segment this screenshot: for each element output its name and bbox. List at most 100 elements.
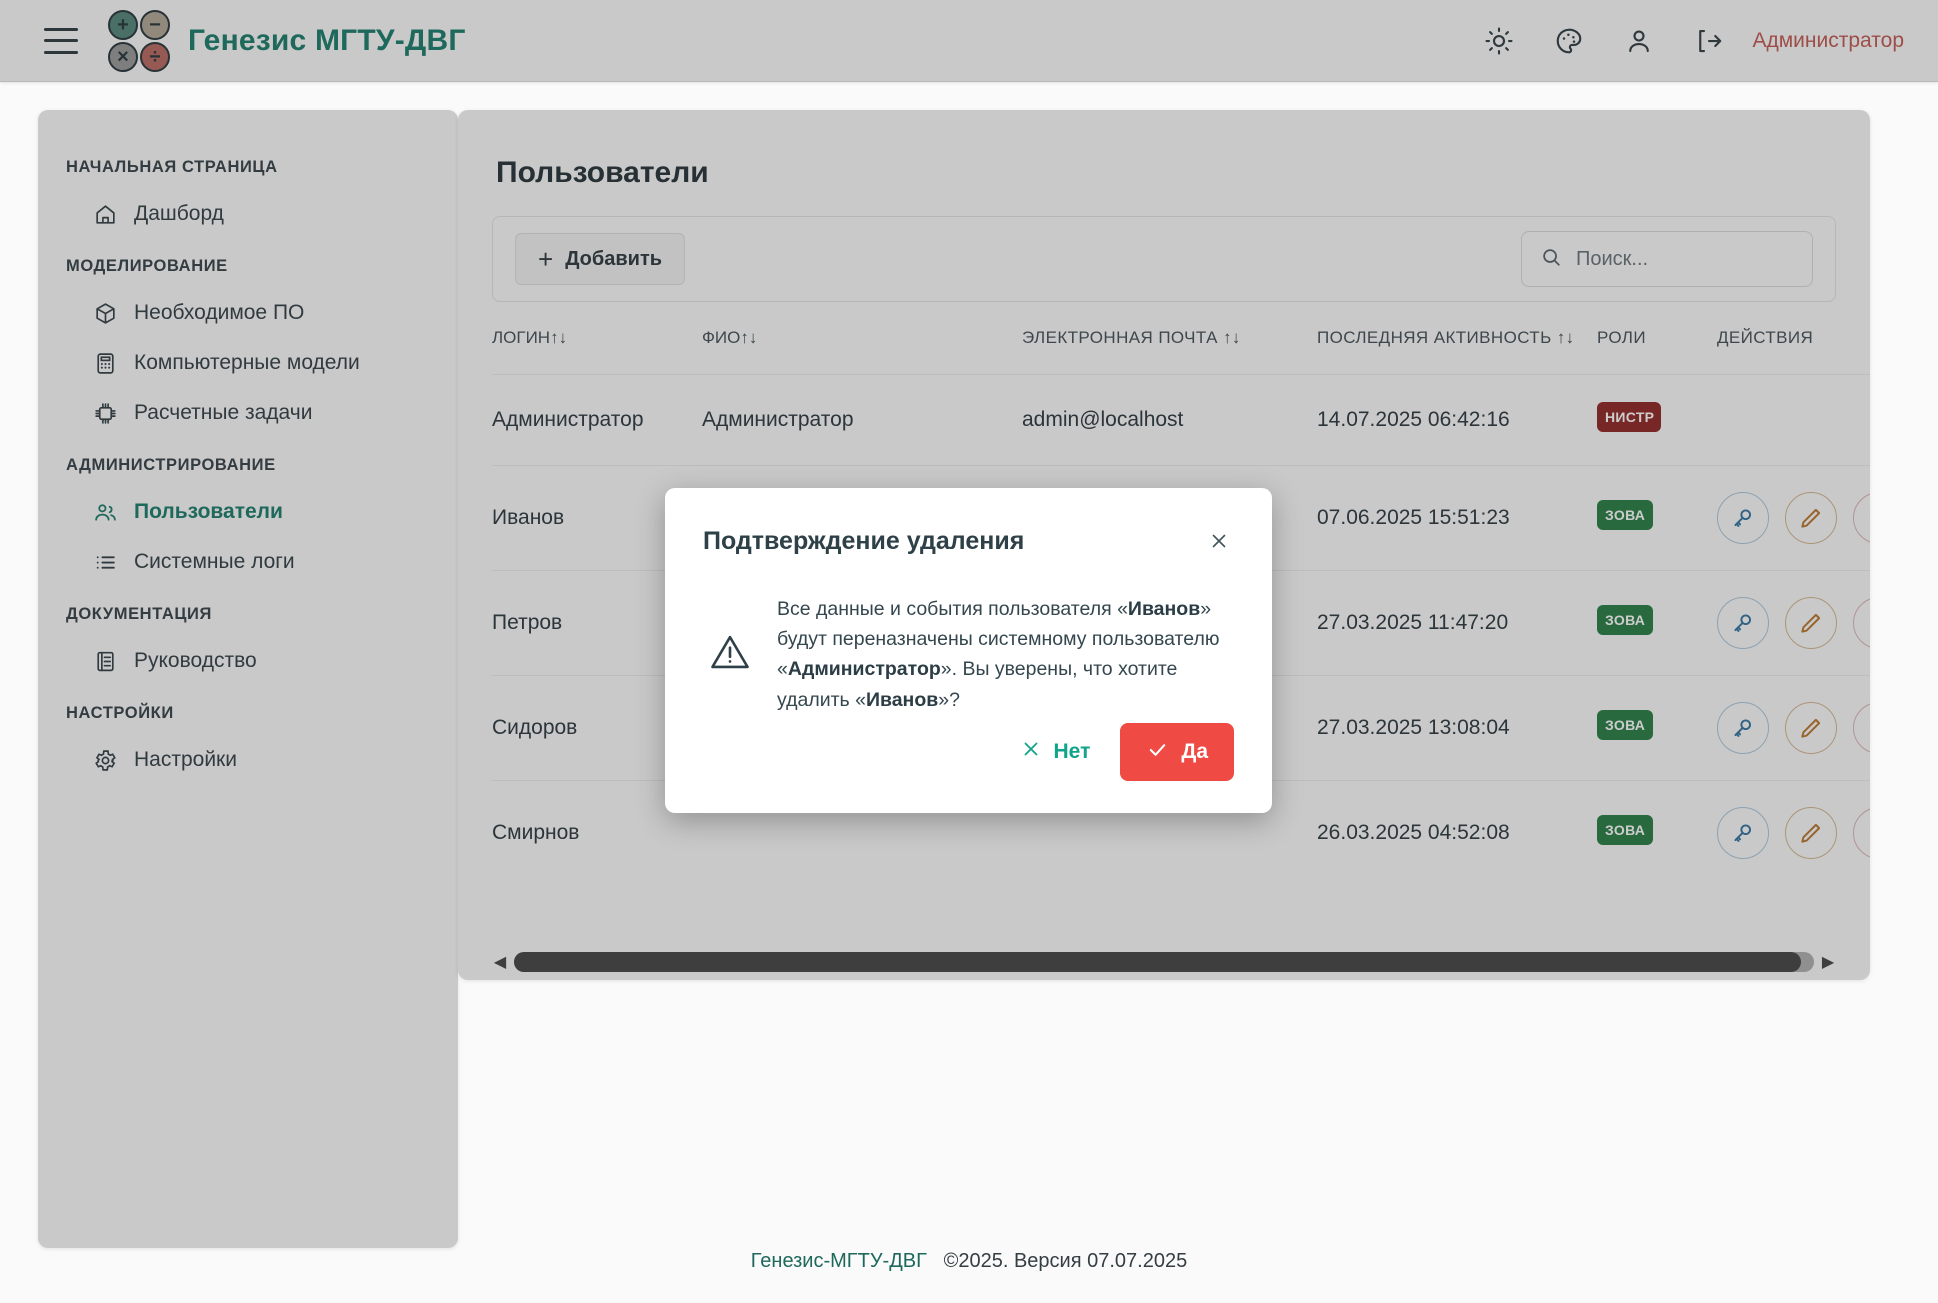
- key-icon[interactable]: [1717, 807, 1769, 859]
- cell-actions: [1717, 780, 1870, 885]
- sort-icon[interactable]: ↑↓: [1556, 328, 1575, 347]
- cell-last-activity: 14.07.2025 06:42:16: [1317, 374, 1597, 466]
- cell-actions: [1717, 465, 1870, 571]
- delete-confirmation-dialog: Подтверждение удаления Все данные и собы…: [665, 488, 1272, 813]
- th-login[interactable]: ЛОГИН↑↓: [492, 302, 702, 375]
- pencil-icon[interactable]: [1785, 597, 1837, 649]
- search-icon: [1540, 246, 1562, 273]
- hamburger-icon[interactable]: [44, 27, 78, 54]
- modal-text-part1: Все данные и события пользователя «: [777, 598, 1128, 620]
- sidebar: НАЧАЛЬНАЯ СТРАНИЦА Дашборд МОДЕЛИРОВАНИЕ…: [38, 110, 458, 1248]
- sort-icon[interactable]: ↑↓: [1223, 328, 1241, 347]
- sidebar-group-title: НАЧАЛЬНАЯ СТРАНИЦА: [66, 158, 278, 176]
- add-user-label: Добавить: [565, 247, 663, 270]
- sidebar-group-title: МОДЕЛИРОВАНИЕ: [66, 257, 228, 275]
- sidebar-group-title: АДМИНИСТРИРОВАНИЕ: [66, 456, 276, 474]
- key-icon[interactable]: [1717, 702, 1769, 754]
- gear-icon: [92, 747, 118, 773]
- status-badge: ЗОВА: [1597, 605, 1654, 635]
- logo-divide-icon: ÷: [140, 41, 170, 72]
- row-actions: [1717, 492, 1870, 544]
- cell-last-activity: 27.03.2025 11:47:20: [1317, 570, 1597, 676]
- th-email[interactable]: ЭЛЕКТРОННАЯ ПОЧТА ↑↓: [1022, 302, 1317, 375]
- sidebar-item-label: Системные логи: [134, 550, 295, 573]
- add-user-button[interactable]: + Добавить: [515, 233, 686, 285]
- sidebar-item-settings[interactable]: Настройки: [38, 735, 458, 785]
- modal-text-part2: » будут переназначены системному пользов…: [777, 598, 1220, 681]
- key-icon[interactable]: [1717, 492, 1769, 544]
- table-toolbar: + Добавить: [492, 216, 1836, 302]
- th-last-activity[interactable]: ПОСЛЕДНЯЯ АКТИВНОСТЬ ↑↓: [1317, 302, 1597, 375]
- scroll-left-arrow-icon[interactable]: ◀: [493, 954, 507, 971]
- cell-actions: [1717, 570, 1870, 676]
- current-user-label[interactable]: Администратор: [1752, 28, 1904, 52]
- status-badge: НИСТР: [1597, 402, 1661, 432]
- status-badge: ЗОВА: [1597, 815, 1654, 845]
- page-title: Пользователи: [496, 156, 709, 189]
- sidebar-item-label: Необходимое ПО: [134, 301, 305, 324]
- search-box[interactable]: [1521, 231, 1813, 287]
- x-icon: [1020, 738, 1042, 766]
- cell-last-activity: 27.03.2025 13:08:04: [1317, 675, 1597, 781]
- sidebar-item-dashboard[interactable]: Дашборд: [38, 189, 458, 239]
- pencil-icon[interactable]: [1785, 492, 1837, 544]
- th-last-activity-label: ПОСЛЕДНЯЯ АКТИВНОСТЬ: [1317, 328, 1552, 347]
- th-fio[interactable]: ФИО↑↓: [702, 302, 1022, 375]
- cancel-button[interactable]: Нет: [1012, 728, 1099, 776]
- sidebar-group-title: НАСТРОЙКИ: [66, 704, 174, 722]
- cell-login: Администратор: [492, 374, 702, 466]
- top-bar: + − × ÷ Генезис МГТУ-ДВГ: [0, 0, 1938, 82]
- scrollbar-track[interactable]: [514, 952, 1814, 972]
- close-icon[interactable]: [1204, 526, 1234, 556]
- modal-header: Подтверждение удаления: [703, 488, 1234, 556]
- sort-icon[interactable]: ↑↓: [740, 328, 758, 347]
- row-actions: [1717, 807, 1870, 859]
- users-table-head: ЛОГИН↑↓ ФИО↑↓ ЭЛЕКТРОННАЯ ПОЧТА ↑↓: [492, 302, 1870, 375]
- sidebar-item-label: Пользователи: [134, 500, 283, 523]
- sidebar-item-users[interactable]: Пользователи: [38, 487, 458, 537]
- th-actions-label: ДЕЙСТВИЯ: [1717, 328, 1814, 347]
- sidebar-item-label: Настройки: [134, 748, 237, 771]
- footer-copyright: ©2025. Версия 07.07.2025: [943, 1250, 1188, 1272]
- package-icon: [92, 300, 118, 326]
- modal-text-part4: »?: [938, 688, 960, 711]
- modal-target-user-2: Иванов: [865, 688, 939, 711]
- person-icon[interactable]: [1622, 24, 1656, 58]
- sidebar-item-label: Дашборд: [134, 202, 224, 225]
- sidebar-item-logs[interactable]: Системные логи: [38, 537, 458, 587]
- status-badge: ЗОВА: [1597, 710, 1654, 740]
- sun-icon[interactable]: [1482, 24, 1516, 58]
- top-bar-actions: Администратор: [1482, 24, 1904, 58]
- sidebar-item-manual[interactable]: Руководство: [38, 636, 458, 686]
- scrollbar-thumb[interactable]: [514, 952, 1801, 972]
- sidebar-item-models[interactable]: Компьютерные модели: [38, 338, 458, 388]
- key-icon[interactable]: [1717, 597, 1769, 649]
- cell-actions: [1717, 675, 1870, 781]
- status-badge: ЗОВА: [1597, 500, 1654, 530]
- modal-target-user: Иванов: [1127, 598, 1201, 620]
- confirm-button[interactable]: Да: [1120, 723, 1234, 781]
- brand[interactable]: + − × ÷ Генезис МГТУ-ДВГ: [108, 9, 466, 72]
- horizontal-scrollbar[interactable]: ◀ ▶: [492, 944, 1836, 980]
- th-login-label: ЛОГИН: [492, 328, 551, 347]
- pencil-icon[interactable]: [1785, 702, 1837, 754]
- palette-icon[interactable]: [1552, 24, 1586, 58]
- sort-icon[interactable]: ↑↓: [550, 328, 568, 347]
- plus-icon: +: [538, 244, 554, 274]
- scroll-right-arrow-icon[interactable]: ▶: [1821, 954, 1835, 971]
- logout-icon[interactable]: [1692, 24, 1726, 58]
- modal-body: Все данные и события пользователя «Ивано…: [703, 556, 1234, 715]
- cpu-icon: [92, 400, 118, 426]
- search-input[interactable]: [1576, 247, 1794, 271]
- pencil-icon[interactable]: [1785, 807, 1837, 859]
- modal-message: Все данные и события пользователя «Ивано…: [777, 594, 1234, 715]
- cell-fio: Администратор: [702, 374, 1022, 466]
- footer-link[interactable]: Генезис-МГТУ-ДВГ: [750, 1250, 927, 1272]
- th-roles-label: РОЛИ: [1597, 328, 1646, 347]
- th-roles: РОЛИ: [1597, 302, 1717, 375]
- sidebar-item-software[interactable]: Необходимое ПО: [38, 288, 458, 338]
- sidebar-item-tasks[interactable]: Расчетные задачи: [38, 388, 458, 438]
- modal-footer: Нет Да: [703, 723, 1234, 813]
- cell-roles: ЗОВА: [1597, 570, 1717, 676]
- table-row[interactable]: Администратор Администратор admin@localh…: [492, 374, 1870, 466]
